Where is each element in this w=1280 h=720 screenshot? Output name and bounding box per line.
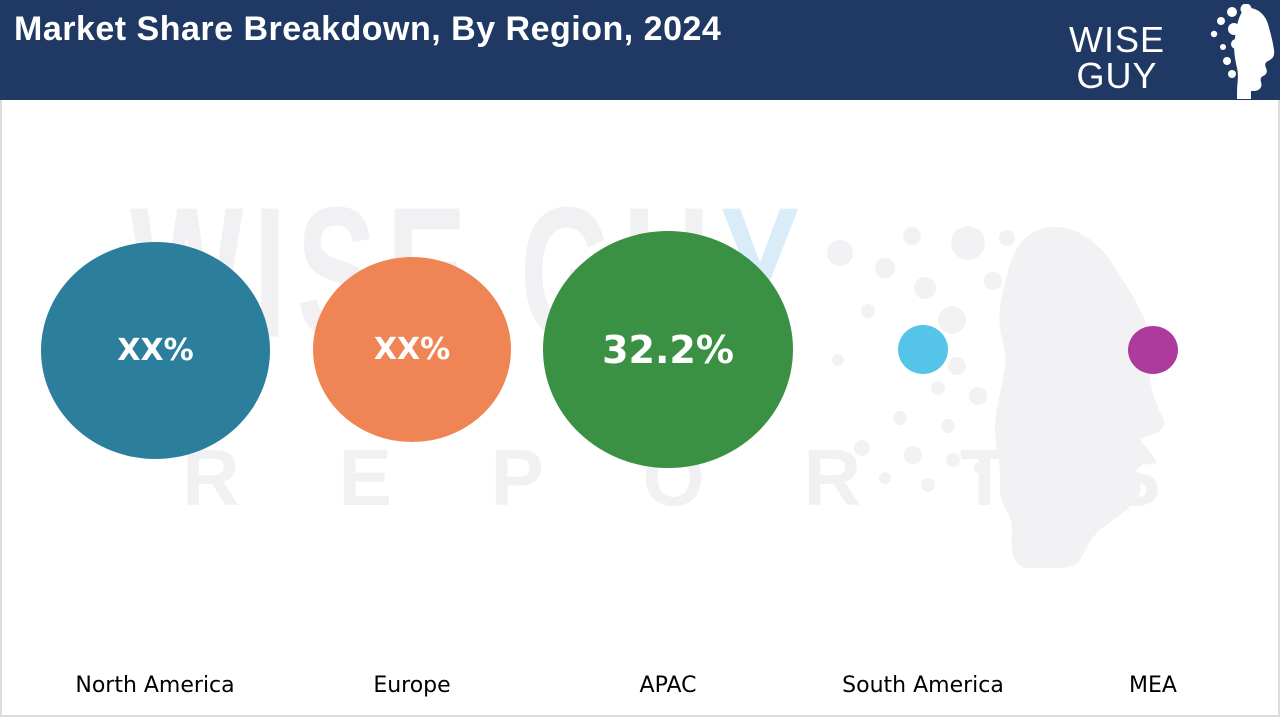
watermark-face-icon	[827, 226, 1165, 568]
bubble-value-label: XX%	[117, 333, 194, 368]
bubble-apac: 32.2%	[543, 231, 793, 468]
category-label-apac: APAC	[639, 673, 697, 698]
page-title: Market Share Breakdown, By Region, 2024	[14, 10, 722, 48]
category-label-mea: MEA	[1129, 673, 1177, 698]
category-label-south-america: South America	[842, 673, 1004, 698]
category-label-europe: Europe	[373, 673, 451, 698]
bubble-north-america: XX%	[41, 242, 270, 459]
bubble-mea	[1128, 326, 1178, 374]
header-bar: Market Share Breakdown, By Region, 2024 …	[0, 0, 1280, 114]
category-label-north-america: North America	[75, 673, 235, 698]
bubble-south-america	[898, 325, 948, 374]
brand-face-icon	[1210, 4, 1275, 99]
bubble-value-label: 32.2%	[602, 327, 734, 372]
brand-name: WISE GUY	[1068, 19, 1165, 96]
bubble-value-label: XX%	[373, 332, 451, 367]
bubble-europe: XX%	[313, 257, 511, 442]
chart-area: WISE GUY R E P O R T S	[0, 100, 1280, 717]
